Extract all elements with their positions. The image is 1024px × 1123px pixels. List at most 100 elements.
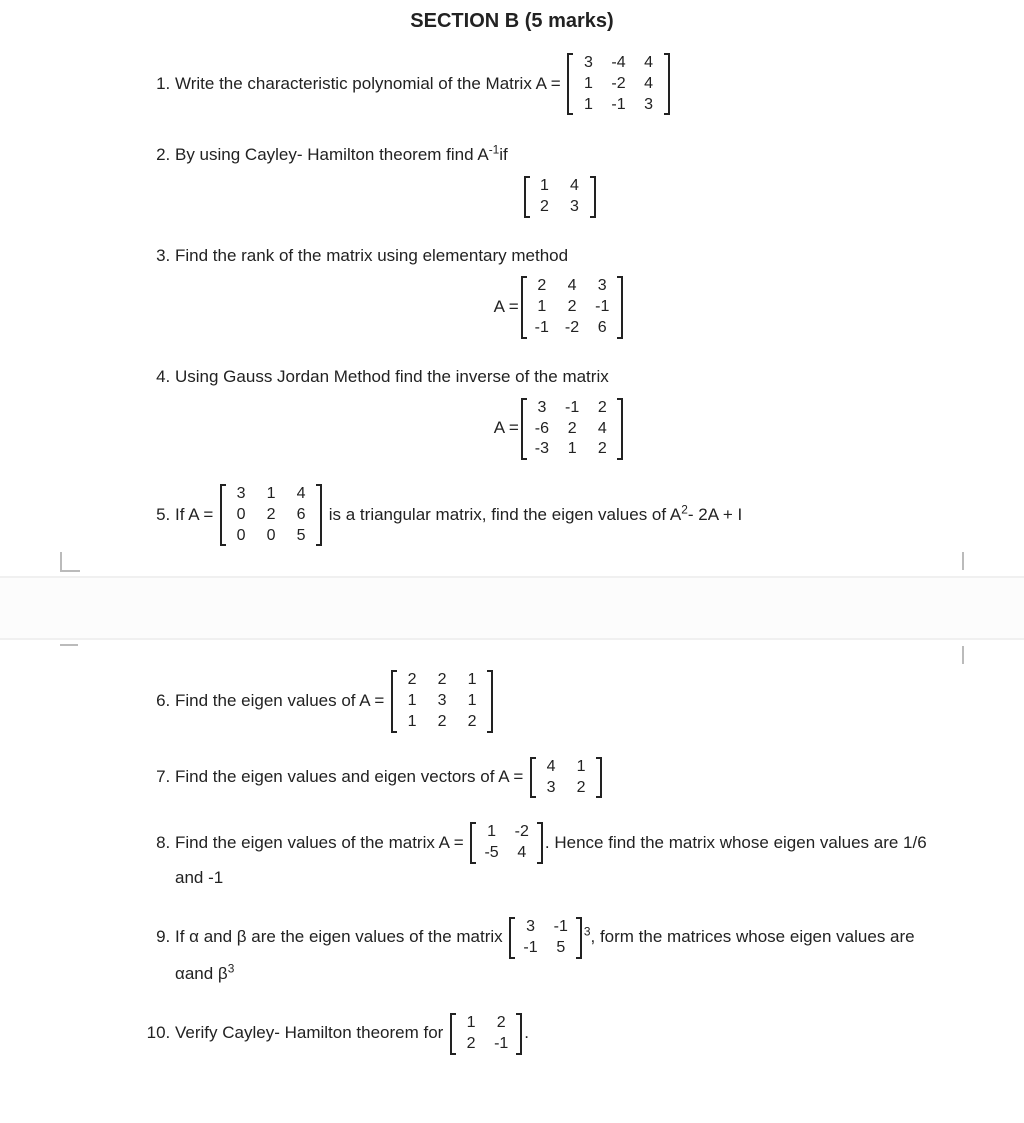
question-text: By using Cayley- Hamilton theorem find A… xyxy=(175,145,508,164)
crop-mark xyxy=(60,552,80,572)
matrix-cell: 3 xyxy=(527,398,557,419)
question-item: Find the eigen values of the matrix A = … xyxy=(175,822,944,892)
question-text: Find the eigen values and eigen vectors … xyxy=(175,767,604,786)
question-text: If A = 314026005 is a triangular matrix,… xyxy=(175,505,742,524)
matrix-cell: 1 xyxy=(256,484,286,505)
matrix-cell: -2 xyxy=(603,74,633,95)
matrix: 221131122 xyxy=(391,670,493,732)
matrix-cell: 5 xyxy=(286,526,316,547)
matrix-cell: 2 xyxy=(457,712,487,733)
matrix-cell: 2 xyxy=(566,778,596,799)
matrix-cell: 1 xyxy=(456,1013,486,1034)
question-list-part2: Find the eigen values of A = 221131122 Fi… xyxy=(80,670,944,1054)
matrix-cell: 2 xyxy=(587,398,617,419)
question-text: Using Gauss Jordan Method find the inver… xyxy=(175,367,609,386)
question-text: Write the characteristic polynomial of t… xyxy=(175,74,672,93)
matrix-cell: 3 xyxy=(560,197,590,218)
matrix-cell: 3 xyxy=(536,778,566,799)
matrix-cell: -1 xyxy=(603,95,633,116)
superscript: 3 xyxy=(584,925,591,939)
question-text: Find the rank of the matrix using elemen… xyxy=(175,246,568,265)
matrix-cell: 0 xyxy=(256,526,286,547)
matrix-cell: 1 xyxy=(557,439,587,460)
matrix-cell: -1 xyxy=(587,297,617,318)
matrix-cell: 1 xyxy=(457,691,487,712)
matrix-cell: 4 xyxy=(507,843,537,864)
matrix-cell: 2 xyxy=(530,197,560,218)
question-list-part1: Write the characteristic polynomial of t… xyxy=(80,53,944,546)
matrix-cell: 4 xyxy=(557,276,587,297)
question-text: Verify Cayley- Hamilton theorem for 122-… xyxy=(175,1023,529,1042)
matrix: 122-1 xyxy=(450,1013,522,1055)
crop-mark xyxy=(60,644,78,664)
matrix-cell: 3 xyxy=(634,95,664,116)
page-break xyxy=(0,576,1024,640)
matrix-cell: 2 xyxy=(486,1013,516,1034)
matrix-cell: 1 xyxy=(457,670,487,691)
superscript: 2 xyxy=(681,502,688,516)
matrix-cell: 1 xyxy=(476,822,506,843)
matrix-cell: 2 xyxy=(397,670,427,691)
matrix-cell: -1 xyxy=(527,318,557,339)
equation-label: A = xyxy=(494,414,519,443)
matrix-cell: 4 xyxy=(560,176,590,197)
matrix-cell: 0 xyxy=(226,505,256,526)
question-item: Find the eigen values and eigen vectors … xyxy=(175,757,944,799)
matrix-cell: 3 xyxy=(587,276,617,297)
equation-block: 1423 xyxy=(175,176,944,218)
matrix-cell: 4 xyxy=(286,484,316,505)
question-text: If α and β are the eigen values of the m… xyxy=(175,927,915,983)
matrix-cell: 4 xyxy=(536,757,566,778)
matrix-cell: 0 xyxy=(226,526,256,547)
matrix-cell: -1 xyxy=(515,938,545,959)
matrix-cell: 1 xyxy=(527,297,557,318)
matrix-cell: 4 xyxy=(634,53,664,74)
matrix-cell: 4 xyxy=(587,419,617,440)
matrix-cell: -2 xyxy=(557,318,587,339)
matrix-cell: 3 xyxy=(427,691,457,712)
matrix-cell: 2 xyxy=(557,419,587,440)
matrix-cell: -1 xyxy=(546,917,576,938)
matrix-cell: 3 xyxy=(515,917,545,938)
question-text: Find the eigen values of A = 221131122 xyxy=(175,691,495,710)
matrix: 3-441-241-13 xyxy=(567,53,669,115)
question-item: Find the rank of the matrix using elemen… xyxy=(175,242,944,339)
matrix-cell: 5 xyxy=(546,938,576,959)
question-item: By using Cayley- Hamilton theorem find A… xyxy=(175,139,944,217)
matrix-cell: -4 xyxy=(603,53,633,74)
matrix: 3-1-15 xyxy=(509,917,581,959)
crop-mark xyxy=(944,646,964,664)
matrix-cell: -6 xyxy=(527,419,557,440)
matrix-cell: 1 xyxy=(573,74,603,95)
matrix: 4132 xyxy=(530,757,602,799)
matrix: 1-2-54 xyxy=(470,822,542,864)
question-item: Find the eigen values of A = 221131122 xyxy=(175,670,944,732)
superscript: -1 xyxy=(489,142,500,156)
matrix-cell: 1 xyxy=(397,712,427,733)
matrix: 314026005 xyxy=(220,484,322,546)
matrix-cell: -1 xyxy=(486,1034,516,1055)
question-item: If A = 314026005 is a triangular matrix,… xyxy=(175,484,944,546)
section-title: SECTION B (5 marks) xyxy=(80,10,944,33)
matrix-cell: 2 xyxy=(256,505,286,526)
matrix: 1423 xyxy=(524,176,596,218)
matrix: 3-12-624-312 xyxy=(521,398,623,460)
matrix-cell: 6 xyxy=(587,318,617,339)
matrix-cell: 4 xyxy=(634,74,664,95)
question-item: Verify Cayley- Hamilton theorem for 122-… xyxy=(175,1013,944,1055)
matrix-cell: 1 xyxy=(573,95,603,116)
matrix-cell: -5 xyxy=(476,843,506,864)
equation-label: A = xyxy=(494,293,519,322)
matrix-cell: 2 xyxy=(427,712,457,733)
matrix-cell: 2 xyxy=(587,439,617,460)
equation-block: A = 3-12-624-312 xyxy=(175,398,944,460)
question-text: Find the eigen values of the matrix A = … xyxy=(175,833,927,887)
question-item: If α and β are the eigen values of the m… xyxy=(175,917,944,989)
matrix-cell: -2 xyxy=(507,822,537,843)
matrix-cell: 2 xyxy=(527,276,557,297)
matrix-cell: 3 xyxy=(226,484,256,505)
matrix-cell: -1 xyxy=(557,398,587,419)
matrix-cell: 1 xyxy=(397,691,427,712)
equation-block: A = 24312-1-1-26 xyxy=(175,276,944,338)
matrix-cell: 2 xyxy=(557,297,587,318)
